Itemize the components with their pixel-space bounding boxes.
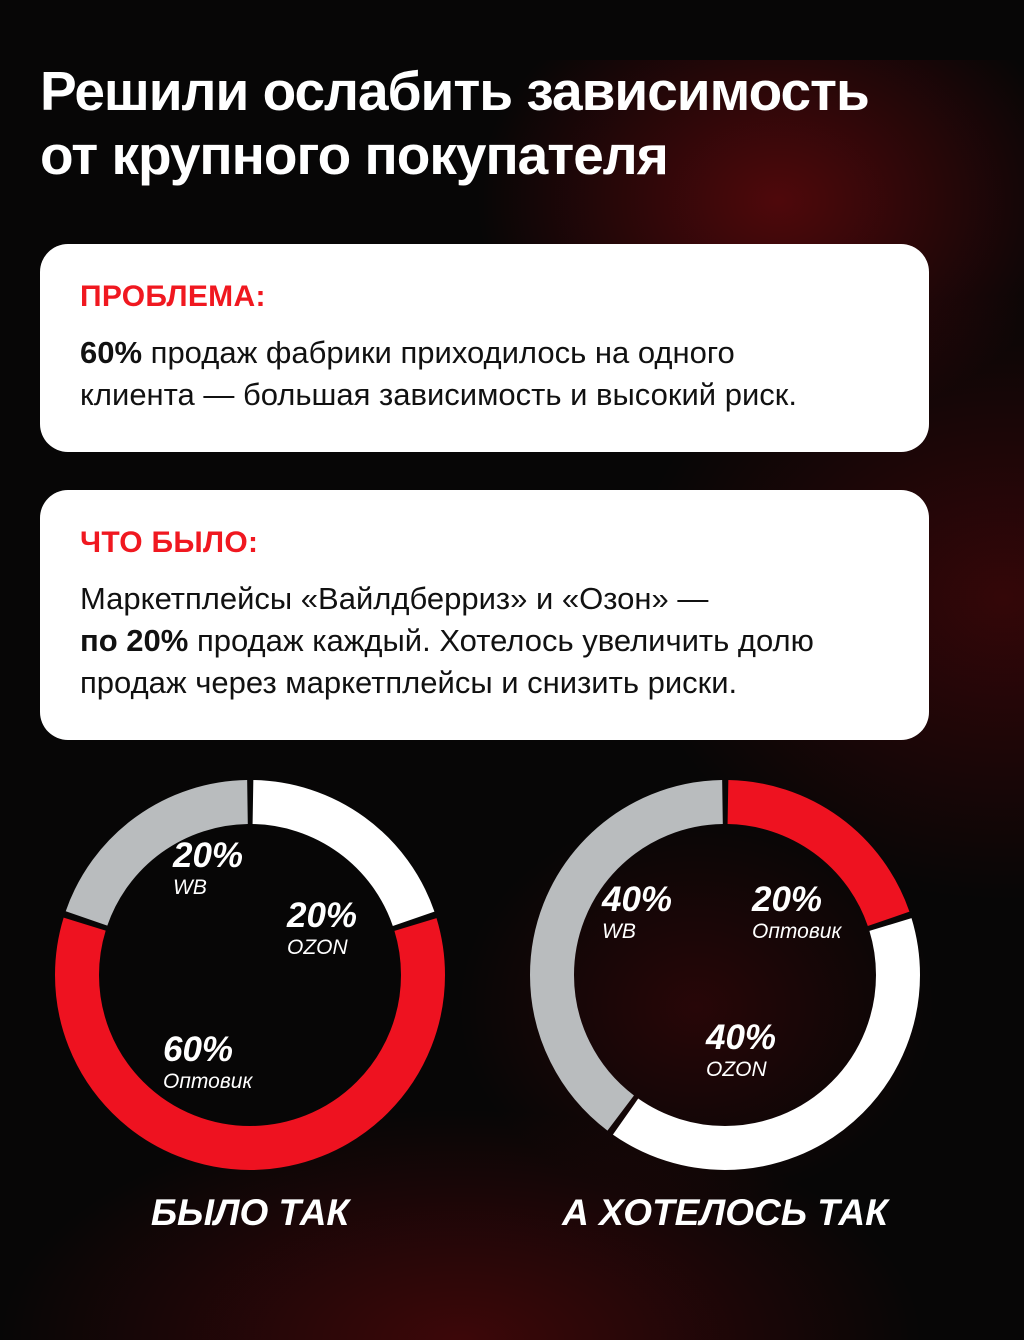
what-was-text: продаж каждый. Хотелось увеличить долю п…: [80, 623, 814, 701]
problem-card-heading: ПРОБЛЕМА:: [80, 279, 266, 313]
donut-ring: [55, 780, 445, 1171]
label-wb-before-name: WB: [173, 876, 207, 900]
donut-desired: 40% WB 20% Оптовик 40% OZON: [530, 780, 920, 1171]
label-optovik-before-name: Оптовик: [163, 1070, 253, 1094]
what-was-highlight: по 20%: [80, 623, 189, 659]
label-ozon-desired-name: OZON: [706, 1058, 767, 1082]
label-wb-desired: 40% WB: [602, 882, 672, 942]
chart-before: 20% WB 20% OZON 60% Оптовик БЫЛО ТАК: [55, 780, 445, 1234]
label-ozon-desired: 40% OZON: [706, 1020, 776, 1080]
label-optovik-desired-name: Оптовик: [752, 920, 842, 944]
donut-segment-ozon: [530, 780, 920, 1171]
problem-text: продаж фабрики приходилось на одного кли…: [80, 334, 797, 412]
what-was-card-text: Маркетплейсы «Вайлдберриз» и «Озон» — по …: [80, 578, 830, 704]
infographic-page: Решили ослабить зависимость от крупного …: [0, 60, 1024, 1234]
what-was-card: ЧТО БЫЛО: Маркетплейсы «Вайлдберриз» и «…: [40, 489, 929, 741]
donut-before: 20% WB 20% OZON 60% Оптовик: [55, 780, 445, 1171]
donut-segment-wb: [530, 780, 920, 1171]
donut-segment-оптовик: [55, 780, 445, 1171]
what-was-card-heading: ЧТО БЫЛО:: [80, 525, 259, 559]
caption-before: БЫЛО ТАК: [150, 1192, 350, 1234]
label-optovik-desired: 20% Оптовик: [752, 882, 841, 942]
label-ozon-desired-pct: 40%: [706, 1018, 777, 1058]
chart-desired: 40% WB 20% Оптовик 40% OZON А ХОТЕЛОСЬ Т…: [530, 780, 920, 1234]
label-ozon-before: 20% OZON: [287, 898, 357, 958]
label-ozon-before-name: OZON: [287, 936, 348, 960]
label-wb-desired-name: WB: [602, 920, 636, 944]
label-optovik-before: 60% Оптовик: [163, 1032, 252, 1092]
what-was-line1: Маркетплейсы «Вайлдберриз» и «Озон» —: [80, 580, 709, 616]
donut-ring: [530, 780, 920, 1171]
page-title: Решили ослабить зависимость от крупного …: [40, 60, 870, 186]
label-optovik-before-pct: 60%: [163, 1030, 234, 1070]
label-ozon-before-pct: 20%: [287, 896, 358, 936]
label-wb-before-pct: 20%: [173, 836, 244, 876]
label-wb-desired-pct: 40%: [602, 880, 673, 920]
label-wb-before: 20% WB: [173, 838, 243, 898]
problem-card-text: 60% продаж фабрики приходилось на одного…: [80, 332, 830, 416]
problem-highlight: 60%: [80, 334, 143, 370]
charts-row: 20% WB 20% OZON 60% Оптовик БЫЛО ТАК 40%…: [55, 780, 1024, 1234]
problem-card: ПРОБЛЕМА: 60% продаж фабрики приходилось…: [40, 243, 929, 452]
caption-desired: А ХОТЕЛОСЬ ТАК: [562, 1192, 888, 1234]
label-optovik-desired-pct: 20%: [752, 880, 823, 920]
